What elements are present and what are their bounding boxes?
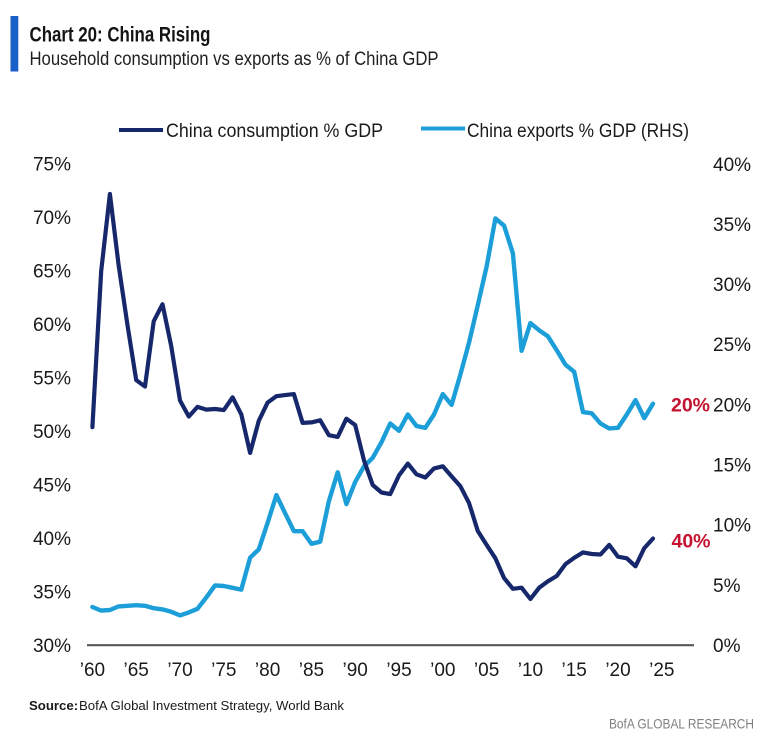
svg-text:40%: 40%: [713, 155, 751, 176]
svg-text:35%: 35%: [713, 215, 751, 236]
svg-text:’60: ’60: [80, 660, 105, 681]
svg-text:40%: 40%: [33, 529, 71, 550]
svg-text:20%: 20%: [713, 395, 751, 416]
svg-text:35%: 35%: [33, 583, 71, 604]
svg-text:BofA GLOBAL RESEARCH: BofA GLOBAL RESEARCH: [609, 716, 754, 732]
svg-text:0%: 0%: [713, 636, 741, 657]
svg-text:10%: 10%: [713, 516, 751, 537]
svg-text:’70: ’70: [167, 660, 192, 681]
svg-text:Source:: Source:: [29, 698, 78, 713]
svg-text:’00: ’00: [430, 660, 455, 681]
svg-text:25%: 25%: [713, 335, 751, 356]
svg-text:60%: 60%: [33, 315, 71, 336]
svg-text:50%: 50%: [33, 422, 71, 443]
svg-text:’20: ’20: [605, 660, 630, 681]
svg-text:40%: 40%: [671, 531, 710, 553]
svg-text:65%: 65%: [33, 262, 71, 283]
svg-text:China exports % GDP (RHS): China exports % GDP (RHS): [467, 121, 689, 142]
svg-text:’25: ’25: [649, 660, 674, 681]
svg-text:5%: 5%: [713, 576, 741, 597]
svg-text:’80: ’80: [255, 660, 280, 681]
svg-text:’85: ’85: [299, 660, 324, 681]
svg-text:55%: 55%: [33, 369, 71, 390]
svg-text:70%: 70%: [33, 208, 71, 229]
svg-text:30%: 30%: [33, 636, 71, 657]
svg-text:30%: 30%: [713, 275, 751, 296]
svg-text:75%: 75%: [33, 155, 71, 176]
svg-text:15%: 15%: [713, 456, 751, 477]
svg-text:’15: ’15: [562, 660, 587, 681]
svg-text:’75: ’75: [211, 660, 236, 681]
svg-text:Household consumption vs expor: Household consumption vs exports as % of…: [30, 49, 439, 70]
svg-text:’90: ’90: [343, 660, 368, 681]
svg-text:Chart 20: China Rising: Chart 20: China Rising: [30, 23, 211, 47]
svg-text:45%: 45%: [33, 476, 71, 497]
svg-text:’65: ’65: [124, 660, 149, 681]
svg-text:20%: 20%: [671, 395, 710, 417]
svg-text:BofA Global Investment Strateg: BofA Global Investment Strategy, World B…: [79, 698, 344, 713]
svg-text:China consumption % GDP: China consumption % GDP: [166, 121, 383, 142]
svg-text:’10: ’10: [518, 660, 543, 681]
svg-text:’95: ’95: [386, 660, 411, 681]
svg-text:’05: ’05: [474, 660, 499, 681]
